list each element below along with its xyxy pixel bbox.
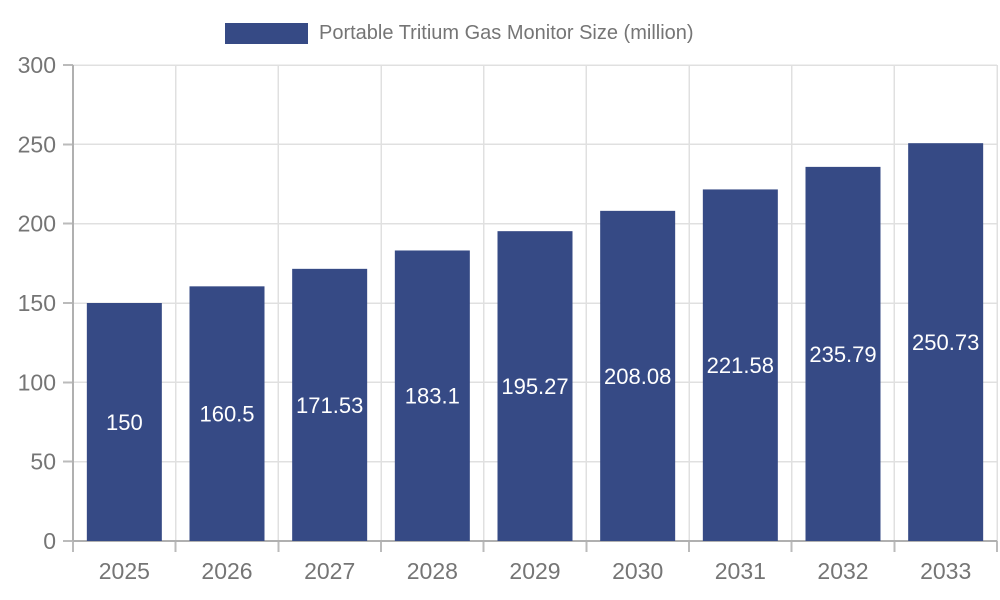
x-tick-label: 2031 xyxy=(715,558,766,584)
bar-value-label: 160.5 xyxy=(199,402,254,427)
bar-2027[interactable] xyxy=(292,268,368,541)
bar-value-label: 150 xyxy=(106,410,143,435)
bar-value-label: 183.1 xyxy=(405,384,460,409)
bar-value-label: 221.58 xyxy=(707,353,774,378)
bar-2025[interactable] xyxy=(86,303,162,541)
x-tick-label: 2028 xyxy=(407,558,458,584)
legend-item[interactable]: Portable Tritium Gas Monitor Size (milli… xyxy=(225,22,694,45)
bar-2026[interactable] xyxy=(189,286,265,541)
bar-value-label: 171.53 xyxy=(296,393,363,418)
bar-value-label: 208.08 xyxy=(604,364,671,389)
y-tick-label: 150 xyxy=(18,290,56,316)
bar-value-label: 235.79 xyxy=(809,342,876,367)
bar-2028[interactable] xyxy=(394,250,470,542)
x-tick-label: 2030 xyxy=(612,558,663,584)
x-tick-label: 2027 xyxy=(304,558,355,584)
y-tick-label: 100 xyxy=(18,369,56,395)
x-tick-label: 2026 xyxy=(201,558,252,584)
bar-2033[interactable] xyxy=(908,143,984,542)
bar-value-label: 195.27 xyxy=(501,374,568,399)
bar-2032[interactable] xyxy=(805,166,881,541)
x-tick-label: 2025 xyxy=(99,558,150,584)
legend-label: Portable Tritium Gas Monitor Size (milli… xyxy=(319,22,694,44)
y-tick-label: 50 xyxy=(30,449,56,475)
legend-swatch xyxy=(225,23,308,44)
y-tick-label: 0 xyxy=(43,528,56,554)
bar-2029[interactable] xyxy=(497,231,573,541)
x-tick-label: 2032 xyxy=(817,558,868,584)
x-tick-label: 2033 xyxy=(920,558,971,584)
y-tick-label: 300 xyxy=(18,52,56,78)
y-tick-label: 250 xyxy=(18,131,56,157)
y-tick-label: 200 xyxy=(18,211,56,237)
bar-2030[interactable] xyxy=(600,210,676,541)
bar-value-label: 250.73 xyxy=(912,330,979,355)
x-tick-label: 2029 xyxy=(509,558,560,584)
bar-2031[interactable] xyxy=(702,189,778,542)
